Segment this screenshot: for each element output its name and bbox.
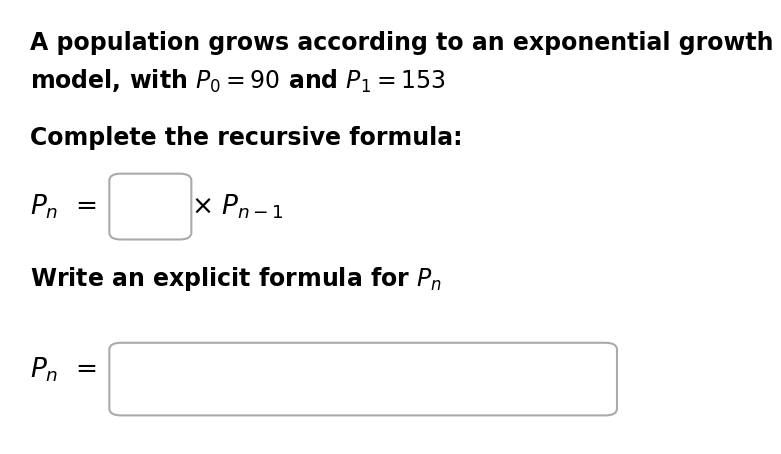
FancyBboxPatch shape (109, 343, 617, 415)
Text: $P_n$  =: $P_n$ = (30, 356, 96, 384)
Text: model, with $P_0 = 90$ and $P_1 = 153$: model, with $P_0 = 90$ and $P_1 = 153$ (30, 68, 445, 95)
FancyBboxPatch shape (109, 173, 191, 239)
Text: Write an explicit formula for $P_n$: Write an explicit formula for $P_n$ (30, 265, 442, 293)
Text: A population grows according to an exponential growth: A population grows according to an expon… (30, 31, 773, 55)
Text: Complete the recursive formula:: Complete the recursive formula: (30, 127, 462, 150)
Text: $P_n$  =: $P_n$ = (30, 192, 96, 221)
Text: $\times\ P_{n-1}$: $\times\ P_{n-1}$ (191, 192, 284, 221)
